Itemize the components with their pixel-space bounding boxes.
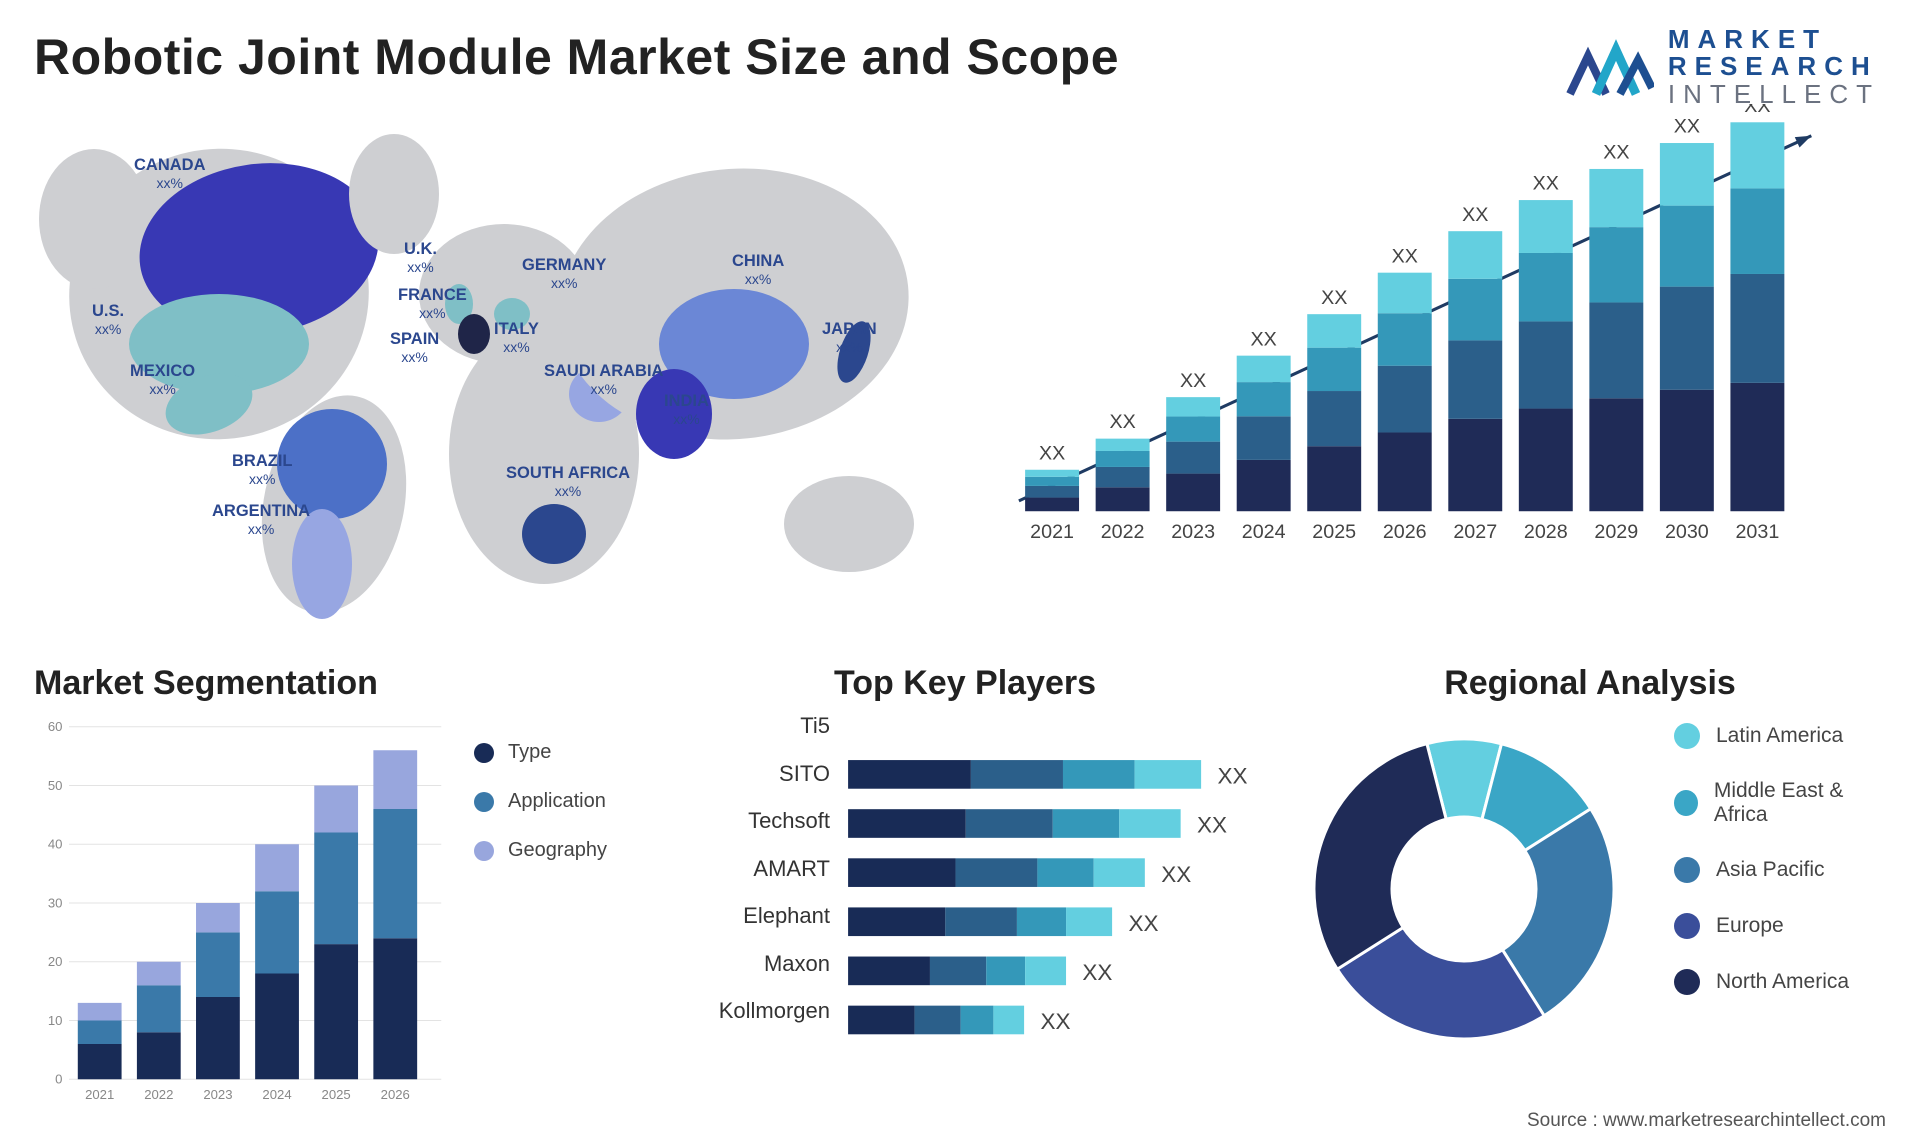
growth-chart: 2021 XX 2022 XX 2023 XX 2024 XX 2025 XX 2026 XX 2027… <box>994 104 1886 644</box>
map-label-u-k-: U.K.xx% <box>404 240 437 275</box>
player-name: Techsoft <box>684 808 830 834</box>
svg-text:XX: XX <box>1674 116 1700 138</box>
top-row: CANADAxx% U.S.xx%MEXICOxx% BRAZILxx% ARGENT… <box>34 104 1886 644</box>
svg-text:50: 50 <box>48 778 63 793</box>
svg-text:XX: XX <box>1603 142 1629 164</box>
brand-logo: MARKET RESEARCH INTELLECT <box>1566 26 1880 108</box>
map-label-france: FRANCExx% <box>398 286 467 321</box>
player-names: Ti5 SITO Techsoft AMART Elephant Maxon Kollmor… <box>684 713 844 1086</box>
world-map: CANADAxx% U.S.xx%MEXICOxx% BRAZILxx% ARGENT… <box>34 104 994 644</box>
regional-legend: Latin America Middle East & Africa Asia Pa… <box>1674 719 1886 1025</box>
players-chart: XXXXXXXXXXXX <box>844 713 1284 1086</box>
svg-text:XX: XX <box>1109 411 1135 433</box>
svg-text:2028: 2028 <box>1524 521 1568 543</box>
svg-text:30: 30 <box>48 895 63 910</box>
svg-text:2024: 2024 <box>262 1087 291 1102</box>
logo-mark-icon <box>1566 34 1654 100</box>
svg-text:XX: XX <box>1039 442 1065 464</box>
regional-legend-item: Middle East & Africa <box>1674 779 1886 827</box>
svg-text:10: 10 <box>48 1013 63 1028</box>
map-label-spain: SPAINxx% <box>390 330 439 365</box>
logo-line1: MARKET <box>1668 26 1880 53</box>
svg-text:XX: XX <box>1040 1009 1070 1034</box>
players-title: Top Key Players <box>834 664 1284 703</box>
svg-text:0: 0 <box>55 1072 62 1087</box>
bottom-row: Market Segmentation 01020304050602021202… <box>34 664 1886 1084</box>
svg-text:2023: 2023 <box>1171 521 1215 543</box>
svg-text:2031: 2031 <box>1735 521 1779 543</box>
player-name: Ti5 <box>684 713 830 739</box>
svg-text:2023: 2023 <box>203 1087 232 1102</box>
svg-text:XX: XX <box>1533 173 1559 195</box>
svg-text:2022: 2022 <box>144 1087 173 1102</box>
svg-text:XX: XX <box>1392 245 1418 267</box>
svg-text:XX: XX <box>1217 764 1247 789</box>
player-name: SITO <box>684 761 830 787</box>
svg-text:2021: 2021 <box>1030 521 1074 543</box>
svg-text:2021: 2021 <box>85 1087 114 1102</box>
svg-text:2022: 2022 <box>1101 521 1145 543</box>
map-label-canada: CANADAxx% <box>134 156 206 191</box>
svg-text:XX: XX <box>1321 287 1347 309</box>
svg-text:2026: 2026 <box>381 1087 410 1102</box>
map-label-mexico: MEXICOxx% <box>130 362 195 397</box>
player-name: AMART <box>684 856 830 882</box>
svg-text:XX: XX <box>1128 911 1158 936</box>
segmentation-title: Market Segmentation <box>34 664 674 703</box>
player-name: Maxon <box>684 951 830 977</box>
map-label-u-s-: U.S.xx% <box>92 302 124 337</box>
regional-legend-item: Europe <box>1674 913 1886 939</box>
players-panel: Top Key Players Ti5 SITO Techsoft AMART Elep… <box>684 664 1284 1084</box>
svg-text:2025: 2025 <box>322 1087 351 1102</box>
logo-text: MARKET RESEARCH INTELLECT <box>1668 26 1880 108</box>
player-name: Kollmorgen <box>684 998 830 1024</box>
svg-text:40: 40 <box>48 837 63 852</box>
svg-text:XX: XX <box>1251 328 1277 350</box>
segmentation-legend: Type Application Geography <box>474 713 674 1112</box>
regional-legend-item: North America <box>1674 969 1886 995</box>
map-label-italy: ITALYxx% <box>494 320 539 355</box>
seg-legend-type: Type <box>474 741 674 764</box>
svg-text:2029: 2029 <box>1594 521 1638 543</box>
map-label-saudi-arabia: SAUDI ARABIAxx% <box>544 362 663 397</box>
segmentation-panel: Market Segmentation 01020304050602021202… <box>34 664 674 1084</box>
map-label-japan: JAPANxx% <box>822 320 877 355</box>
regional-panel: Regional Analysis Latin America Middle Ea… <box>1294 664 1886 1084</box>
svg-text:2025: 2025 <box>1312 521 1356 543</box>
map-label-south-africa: SOUTH AFRICAxx% <box>506 464 630 499</box>
regional-donut <box>1294 719 1634 1059</box>
regional-legend-item: Latin America <box>1674 723 1886 749</box>
svg-text:XX: XX <box>1082 960 1112 985</box>
map-label-india: INDIAxx% <box>664 392 709 427</box>
regional-title: Regional Analysis <box>1294 664 1886 703</box>
svg-text:2026: 2026 <box>1383 521 1427 543</box>
svg-text:2024: 2024 <box>1242 521 1286 543</box>
svg-text:2030: 2030 <box>1665 521 1709 543</box>
svg-text:2027: 2027 <box>1453 521 1497 543</box>
svg-text:XX: XX <box>1462 204 1488 226</box>
source-label: Source : www.marketresearchintellect.com <box>1527 1110 1886 1132</box>
seg-legend-geography: Geography <box>474 839 674 862</box>
svg-text:XX: XX <box>1161 862 1191 887</box>
logo-line2: RESEARCH <box>1668 53 1880 80</box>
svg-text:20: 20 <box>48 954 63 969</box>
map-label-argentina: ARGENTINAxx% <box>212 502 310 537</box>
map-label-china: CHINAxx% <box>732 252 784 287</box>
map-label-brazil: BRAZILxx% <box>232 452 293 487</box>
map-label-germany: GERMANYxx% <box>522 256 606 291</box>
svg-text:XX: XX <box>1180 370 1206 392</box>
svg-text:XX: XX <box>1197 813 1227 838</box>
svg-text:60: 60 <box>48 719 63 734</box>
segmentation-chart: 0 10 20 30 40 50 60 2021 2022 2023 2024 2025 2026 <box>34 713 450 1112</box>
svg-text:XX: XX <box>1744 104 1770 117</box>
player-name: Elephant <box>684 903 830 929</box>
seg-legend-application: Application <box>474 790 674 813</box>
regional-legend-item: Asia Pacific <box>1674 857 1886 883</box>
